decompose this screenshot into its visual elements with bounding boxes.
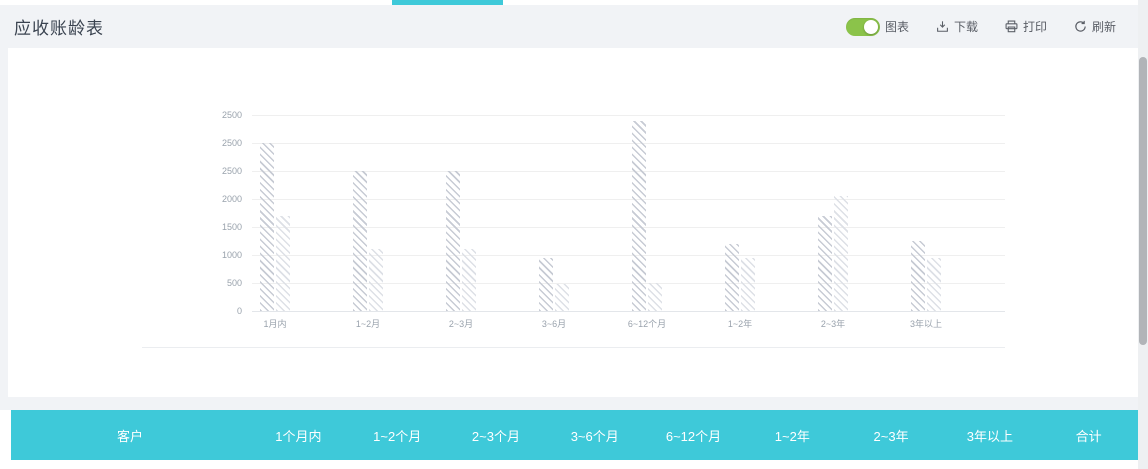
y-axis-tick: 2500	[221, 166, 242, 176]
page-header: 应收账龄表 图表 下载 打印	[0, 5, 1138, 48]
table-header-cell-1-2years: 1~2年	[774, 428, 810, 444]
download-icon	[936, 20, 949, 33]
bar-s1-1月内	[260, 143, 274, 311]
bar-s2-2~3月	[462, 249, 476, 311]
x-axis-label: 6~12个月	[627, 319, 667, 329]
gridline	[252, 227, 1005, 228]
table-header-cell-1month: 1个月内	[275, 428, 322, 444]
refresh-button[interactable]: 刷新	[1074, 18, 1116, 35]
y-axis-tick: 2500	[221, 110, 242, 120]
scrollbar[interactable]	[1138, 0, 1148, 469]
table-header-cell-2-3months: 2~3个月	[471, 428, 520, 444]
x-axis-label: 1~2年	[727, 319, 753, 329]
gridline	[252, 171, 1005, 172]
chart-plot	[252, 115, 1005, 312]
gridline	[252, 255, 1005, 256]
chart-divider	[142, 347, 1005, 348]
report-card: 2500 2500 2500 2000 1500 1000 500 0 1月内 1~2月 2~3月 3…	[8, 48, 1138, 397]
y-axis-tick: 1500	[221, 222, 242, 232]
x-axis-label: 3~6月	[541, 319, 567, 329]
bar-s2-6~12个月	[648, 283, 662, 311]
toggle-knob	[863, 19, 878, 34]
bar-s1-6~12个月	[632, 121, 646, 311]
page-title: 应收账龄表	[14, 19, 104, 38]
bar-s1-2~3年	[818, 216, 832, 311]
aging-bar-chart: 2500 2500 2500 2000 1500 1000 500 0 1月内 1~2月 2~3月 3…	[8, 48, 1138, 397]
table-header-cell-3plus-years: 3年以上	[966, 428, 1013, 444]
table-header-cell-2-3years: 2~3年	[873, 428, 909, 444]
bar-s2-3~6月	[555, 284, 569, 311]
print-icon	[1005, 20, 1018, 33]
x-axis-label: 3年以上	[909, 319, 943, 329]
bar-s1-3~6月	[539, 258, 553, 311]
gridline	[252, 311, 1005, 312]
x-axis-label: 1~2月	[355, 319, 381, 329]
table-header-bar: 客户 1个月内 1~2个月 2~3个月 3~6个月 6~12个月 1~2年 2~…	[11, 410, 1138, 460]
bar-s2-2~3年	[834, 196, 848, 311]
bar-s1-3年以上	[911, 241, 925, 311]
download-label: 下载	[953, 20, 978, 34]
table-header-cell-total: 合计	[1075, 428, 1102, 444]
gridline	[252, 283, 1005, 284]
refresh-label: 刷新	[1091, 20, 1116, 34]
top-strip	[0, 0, 1148, 5]
bar-s1-2~3月	[446, 171, 460, 311]
x-axis-label: 1月内	[263, 319, 287, 329]
chart-toggle[interactable]	[845, 17, 880, 36]
toolbar: 图表 下载 打印 刷新	[845, 17, 1116, 36]
active-tab-indicator	[392, 0, 503, 5]
gridline	[252, 143, 1005, 144]
print-button[interactable]: 打印	[1005, 18, 1047, 35]
y-axis-tick: 500	[226, 278, 242, 288]
bar-s2-1~2年	[741, 258, 755, 311]
bar-s2-1~2月	[369, 249, 383, 311]
bar-s1-1~2年	[725, 244, 739, 311]
x-axis-label: 2~3年	[820, 319, 846, 329]
download-button[interactable]: 下载	[936, 18, 978, 35]
gridline	[252, 115, 1005, 116]
bar-s2-1月内	[276, 216, 290, 311]
y-axis-tick: 0	[236, 306, 242, 316]
refresh-icon	[1074, 20, 1087, 33]
gridline	[252, 199, 1005, 200]
scrollbar-thumb[interactable]	[1139, 57, 1147, 345]
x-axis-label: 2~3月	[448, 319, 474, 329]
table-header-cell-6-12months: 6~12个月	[665, 428, 722, 444]
bar-s2-3年以上	[927, 258, 941, 311]
table-header-cell-customer: 客户	[116, 428, 143, 444]
y-axis-tick: 2500	[221, 138, 242, 148]
chart-toggle-control[interactable]: 图表	[845, 17, 909, 36]
y-axis-tick: 1000	[221, 250, 242, 260]
y-axis-tick: 2000	[221, 194, 242, 204]
print-label: 打印	[1022, 20, 1047, 34]
table-header-cell-1-2months: 1~2个月	[373, 428, 422, 444]
chart-toggle-label: 图表	[884, 20, 909, 34]
table-header-cell-3-6months: 3~6个月	[570, 428, 619, 444]
bar-s1-1~2月	[353, 171, 367, 311]
